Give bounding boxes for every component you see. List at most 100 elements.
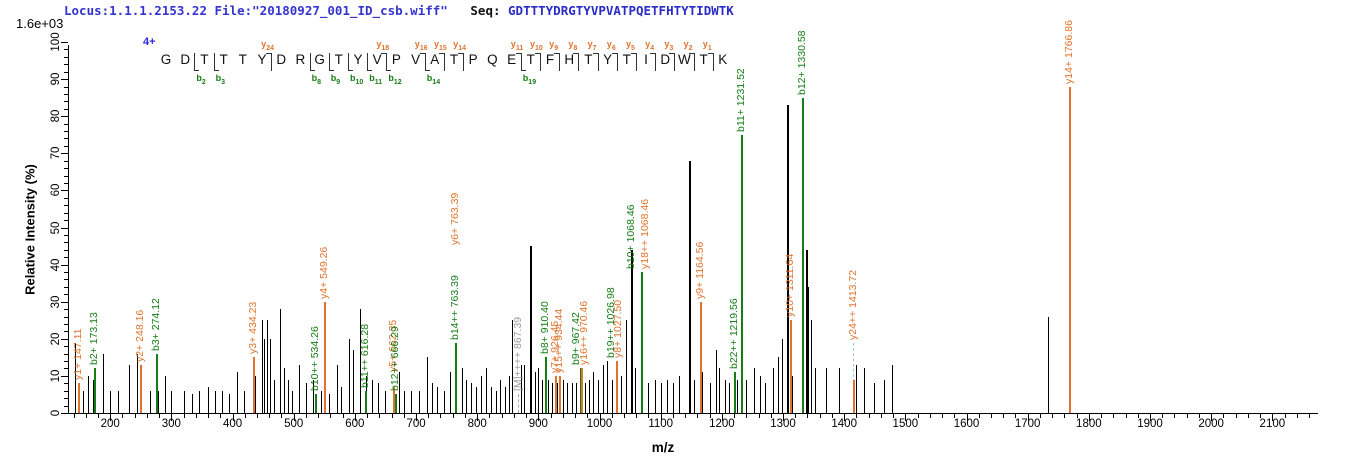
y-ion-peak	[554, 375, 557, 413]
peak	[597, 379, 599, 413]
peak	[229, 394, 231, 413]
y-ion-cut-arm	[688, 53, 694, 54]
peak	[443, 390, 445, 413]
peak	[873, 383, 875, 413]
peak	[403, 390, 405, 413]
y-tick-label: 90	[50, 72, 62, 86]
y-ion-peak	[559, 375, 562, 413]
x-tick	[342, 414, 344, 418]
x-tick	[1015, 414, 1017, 418]
peak	[811, 320, 813, 413]
peak	[593, 372, 595, 413]
peak	[336, 364, 338, 413]
y-tick	[61, 264, 68, 266]
peak	[191, 394, 193, 413]
residue-letter: Y	[603, 52, 613, 67]
peak	[786, 105, 789, 413]
x-tick	[795, 414, 797, 418]
b-ion-cut-arm	[309, 70, 315, 71]
x-tick	[1039, 414, 1041, 418]
y-ion-peak	[1068, 86, 1071, 413]
peak	[523, 364, 525, 413]
peak	[782, 338, 784, 413]
y-ion-peak	[700, 301, 703, 413]
x-tick	[1125, 414, 1127, 418]
peak	[606, 361, 608, 413]
peak-label: y10+ 1311.64	[784, 254, 797, 318]
x-tick	[868, 414, 870, 418]
peak	[576, 383, 578, 413]
x-tick-label: 300	[161, 418, 181, 430]
x-tick	[244, 414, 246, 418]
y-tick	[64, 49, 68, 51]
x-tick	[611, 414, 613, 418]
y-ion-cut-arm	[554, 53, 560, 54]
y-ion-cut-arm	[631, 53, 636, 54]
x-tick	[587, 414, 589, 418]
y-tick	[64, 101, 68, 103]
x-tick	[452, 414, 454, 418]
y-ion-peak	[393, 387, 395, 413]
x-tick	[1076, 414, 1078, 418]
fragmentation-cut-mark	[194, 53, 196, 71]
y-tick	[61, 413, 68, 414]
peak-label: y24++ 1413.72	[846, 269, 859, 340]
b-ion-marker: b3	[215, 73, 225, 86]
x-tick	[562, 414, 564, 418]
y-ion-marker: y15	[434, 39, 447, 52]
peak	[149, 390, 151, 413]
x-tick	[403, 414, 405, 418]
y-tick	[64, 175, 68, 177]
fragmentation-cut-mark	[674, 53, 676, 71]
peak	[215, 390, 217, 413]
b-ion-peak	[314, 394, 317, 413]
x-tick	[281, 414, 283, 418]
x-tick	[110, 414, 112, 421]
y-tick	[64, 286, 68, 288]
peak-label: y14+ 1766.86	[1062, 19, 1075, 84]
peak	[266, 320, 268, 413]
y-tick-label: 60	[50, 184, 62, 197]
x-tick	[783, 414, 785, 421]
x-tick	[1223, 414, 1225, 418]
fragmentation-cut-mark	[424, 53, 426, 71]
x-tick	[929, 414, 931, 418]
x-tick	[697, 414, 699, 418]
x-tick	[917, 414, 919, 418]
y-tick-label: 30	[50, 295, 62, 309]
fragmentation-cut-mark	[309, 53, 311, 71]
peak	[128, 364, 130, 413]
x-tick-label: 700	[406, 418, 426, 430]
x-tick-label: 800	[467, 418, 487, 430]
peak-label: y4+ 549.26	[317, 246, 330, 299]
residue-letter: T	[699, 52, 708, 67]
peak	[255, 375, 257, 413]
peak	[485, 368, 487, 413]
residue-letter: K	[718, 52, 728, 67]
y-tick	[61, 375, 68, 377]
peak	[602, 364, 604, 413]
y-tick	[64, 145, 68, 147]
b-ion-cut-arm	[424, 70, 430, 71]
peak	[449, 372, 451, 413]
x-tick	[73, 414, 75, 418]
peak-label: b11+ 1231.52	[735, 68, 748, 132]
x-tick	[440, 414, 442, 418]
fragmentation-cut-mark	[578, 53, 580, 71]
fragmentation-cut-mark	[271, 53, 273, 71]
x-tick	[477, 414, 479, 421]
x-tick	[770, 414, 772, 418]
b-ion-peak	[93, 368, 96, 413]
peak-label: y6+ 763.39	[448, 192, 461, 245]
y-tick	[64, 234, 68, 236]
locus-file-text: Locus:1.1.1.2153.22 File:"20180927_001_I…	[64, 3, 448, 18]
x-tick	[134, 414, 136, 418]
y-ion-marker: y3	[664, 39, 674, 52]
y-ion-marker: y24	[261, 39, 274, 52]
residue-letter: W	[678, 52, 691, 67]
y-tick	[64, 257, 68, 259]
x-tick	[685, 414, 687, 418]
peak	[679, 375, 681, 413]
fragmentation-cut-mark	[444, 53, 445, 71]
x-tick	[942, 414, 944, 418]
